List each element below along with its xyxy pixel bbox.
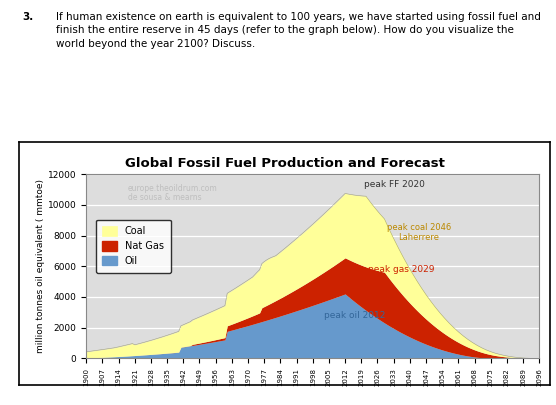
Text: peak gas 2029: peak gas 2029 bbox=[368, 265, 435, 274]
Text: 3.: 3. bbox=[22, 12, 33, 22]
Text: de sousa & mearns: de sousa & mearns bbox=[128, 193, 201, 202]
Text: peak coal 2046
Laherrere: peak coal 2046 Laherrere bbox=[387, 223, 451, 242]
Text: peak FF 2020: peak FF 2020 bbox=[364, 180, 424, 190]
Legend: Coal, Nat Gas, Oil: Coal, Nat Gas, Oil bbox=[96, 220, 171, 273]
Text: europe.theoildrum.com: europe.theoildrum.com bbox=[128, 184, 217, 193]
Text: Global Fossil Fuel Production and Forecast: Global Fossil Fuel Production and Foreca… bbox=[125, 157, 445, 170]
Text: peak oil 2012: peak oil 2012 bbox=[324, 311, 386, 320]
Text: If human existence on earth is equivalent to 100 years, we have started using fo: If human existence on earth is equivalen… bbox=[56, 12, 540, 49]
Y-axis label: million tonnes oil equivalent ( mmtoe): million tonnes oil equivalent ( mmtoe) bbox=[36, 179, 45, 353]
